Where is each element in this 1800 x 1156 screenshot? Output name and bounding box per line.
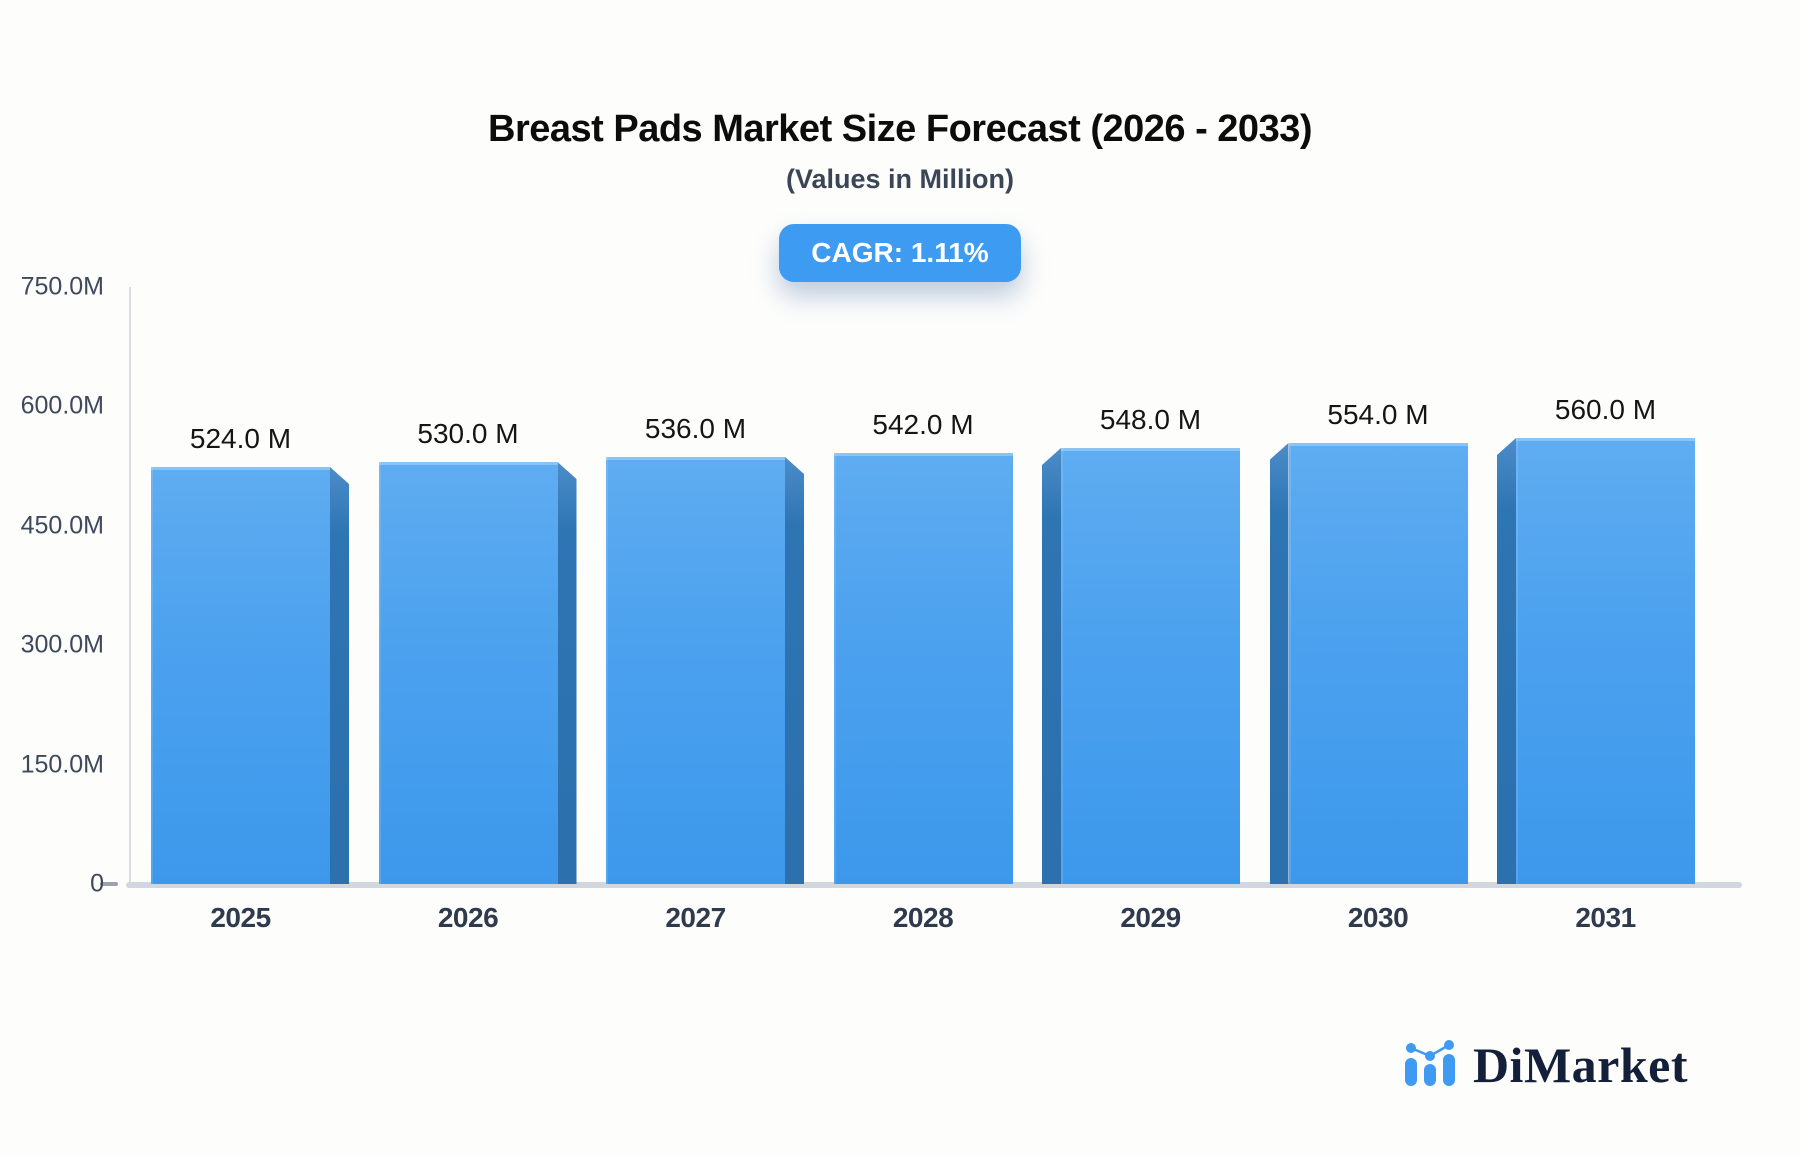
bar-value-label: 536.0 M [644, 413, 747, 444]
brand-logo: DiMarket [1403, 1038, 1688, 1090]
bar-value-label: 560.0 M [1554, 394, 1657, 425]
y-axis-label: 0 [90, 869, 104, 898]
x-axis-baseline [126, 882, 1742, 888]
mini-bar-chart-logo-icon [1404, 1040, 1455, 1086]
bar-2028[interactable] [833, 453, 1013, 884]
cagr-badge-row: CAGR: 1.11% [0, 224, 1800, 282]
y-axis-label: 300.0M [20, 630, 104, 659]
brand-name: DiMarket [1472, 1037, 1688, 1093]
x-axis-label: 2029 [1120, 902, 1181, 933]
x-axis-label: 2028 [892, 902, 954, 933]
bar-value-label: 548.0 M [1099, 404, 1202, 435]
bar-2029[interactable] [1042, 448, 1240, 884]
bar-2025[interactable] [151, 467, 349, 884]
y-axis-label: 750.0M [20, 272, 104, 301]
x-axis-label: 2030 [1347, 902, 1409, 933]
zero-tick-mark [100, 882, 118, 886]
bar-2030[interactable] [1269, 443, 1468, 884]
bar-2027[interactable] [606, 457, 804, 884]
x-axis-label: 2027 [665, 902, 726, 933]
bar-value-label: 524.0 M [189, 423, 292, 454]
bar-side-face [557, 462, 577, 884]
page-subtitle: (Values in Million) [785, 164, 1015, 194]
bar-side-face [785, 457, 804, 884]
bar-side-face [1269, 443, 1289, 884]
bar-2031[interactable] [1497, 438, 1695, 884]
y-axis-label: 450.0M [20, 511, 104, 540]
y-axis-label: 150.0M [20, 750, 104, 779]
x-axis-label: 2031 [1575, 902, 1636, 933]
bar-value-label: 554.0 M [1327, 399, 1429, 430]
y-axis-line [129, 287, 131, 884]
bar-side-face [330, 467, 349, 884]
page-title: Breast Pads Market Size Forecast (2026 -… [488, 108, 1312, 150]
y-axis-label: 600.0M [20, 391, 104, 420]
bar-value-label: 530.0 M [417, 418, 519, 449]
x-axis-label: 2026 [437, 902, 499, 933]
bar-value-label: 542.0 M [872, 409, 974, 440]
bar-side-face [1497, 438, 1516, 884]
bar-2026[interactable] [378, 462, 577, 884]
x-axis-label: 2025 [210, 902, 271, 933]
bar-side-face [1042, 448, 1061, 884]
cagr-badge: CAGR: 1.11% [779, 224, 1021, 282]
